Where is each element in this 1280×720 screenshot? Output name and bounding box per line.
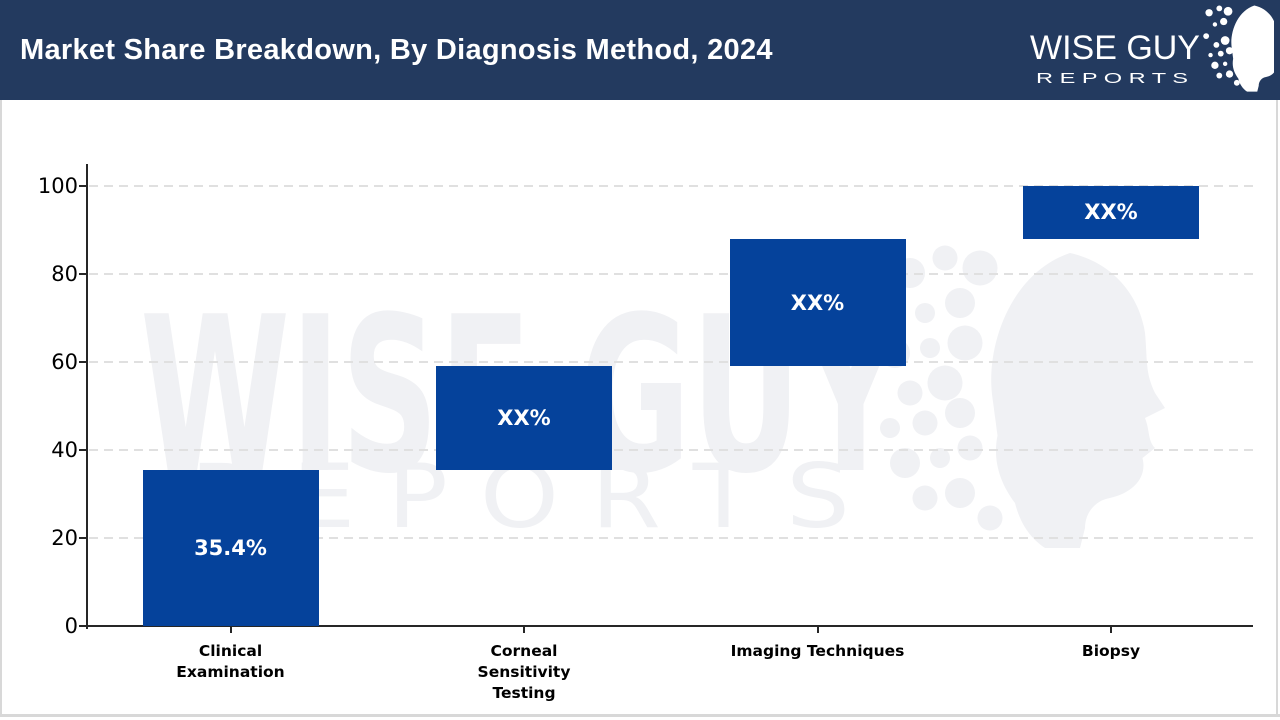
logo-subtitle: R E P O R T S	[1036, 70, 1188, 87]
bar-value-label: XX%	[790, 290, 845, 315]
bar	[1023, 186, 1199, 239]
bar-value-label: 35.4%	[194, 536, 267, 561]
gridline	[88, 449, 1253, 451]
x-tick	[1110, 627, 1112, 633]
y-tick	[79, 449, 87, 451]
page-title: Market Share Breakdown, By Diagnosis Met…	[20, 33, 773, 66]
x-category-label: Clinical	[198, 642, 263, 660]
y-tick	[79, 273, 87, 275]
y-axis-line	[86, 164, 88, 629]
y-tick-label: 40	[51, 438, 78, 462]
bar-value-label: XX%	[497, 406, 551, 431]
y-tick-label: 20	[51, 526, 78, 550]
wiseguy-logo: WISE GUY R E P O R T S	[1030, 5, 1274, 92]
gridline	[88, 273, 1253, 275]
x-category-label: Examination	[176, 663, 285, 681]
wiseguy-face-watermark	[880, 245, 1165, 548]
y-tick	[79, 185, 87, 187]
x-category-label: Testing	[492, 684, 556, 702]
y-tick	[79, 537, 87, 539]
wiseguy-face-icon	[1203, 5, 1274, 92]
bar	[142, 470, 319, 626]
bar	[729, 238, 906, 367]
bottom-border	[0, 714, 1280, 717]
x-category-label: Corneal	[490, 642, 558, 660]
y-tick-label: 80	[51, 262, 78, 286]
x-category-label: Sensitivity	[477, 663, 571, 681]
x-axis-line	[86, 625, 1253, 627]
y-tick-label: 60	[51, 350, 78, 374]
logo-wordmark: WISE GUY	[1030, 29, 1200, 67]
gridline	[88, 361, 1253, 363]
gridline	[88, 537, 1253, 539]
left-border	[0, 100, 2, 717]
bar-value-label: XX%	[1084, 200, 1138, 225]
x-category-label: Biopsy	[1081, 642, 1141, 660]
x-category-label: Imaging Techniques	[730, 642, 905, 660]
x-tick	[229, 627, 232, 633]
y-tick-label: 100	[37, 174, 78, 198]
bar	[436, 366, 612, 471]
header-band: Market Share Breakdown, By Diagnosis Met…	[0, 0, 1280, 100]
x-tick	[816, 627, 819, 633]
y-tick-label: 0	[64, 614, 78, 638]
x-tick	[523, 627, 525, 633]
right-border	[1276, 100, 1278, 717]
y-tick	[79, 361, 87, 363]
y-tick	[79, 625, 87, 627]
gridline	[88, 185, 1253, 187]
